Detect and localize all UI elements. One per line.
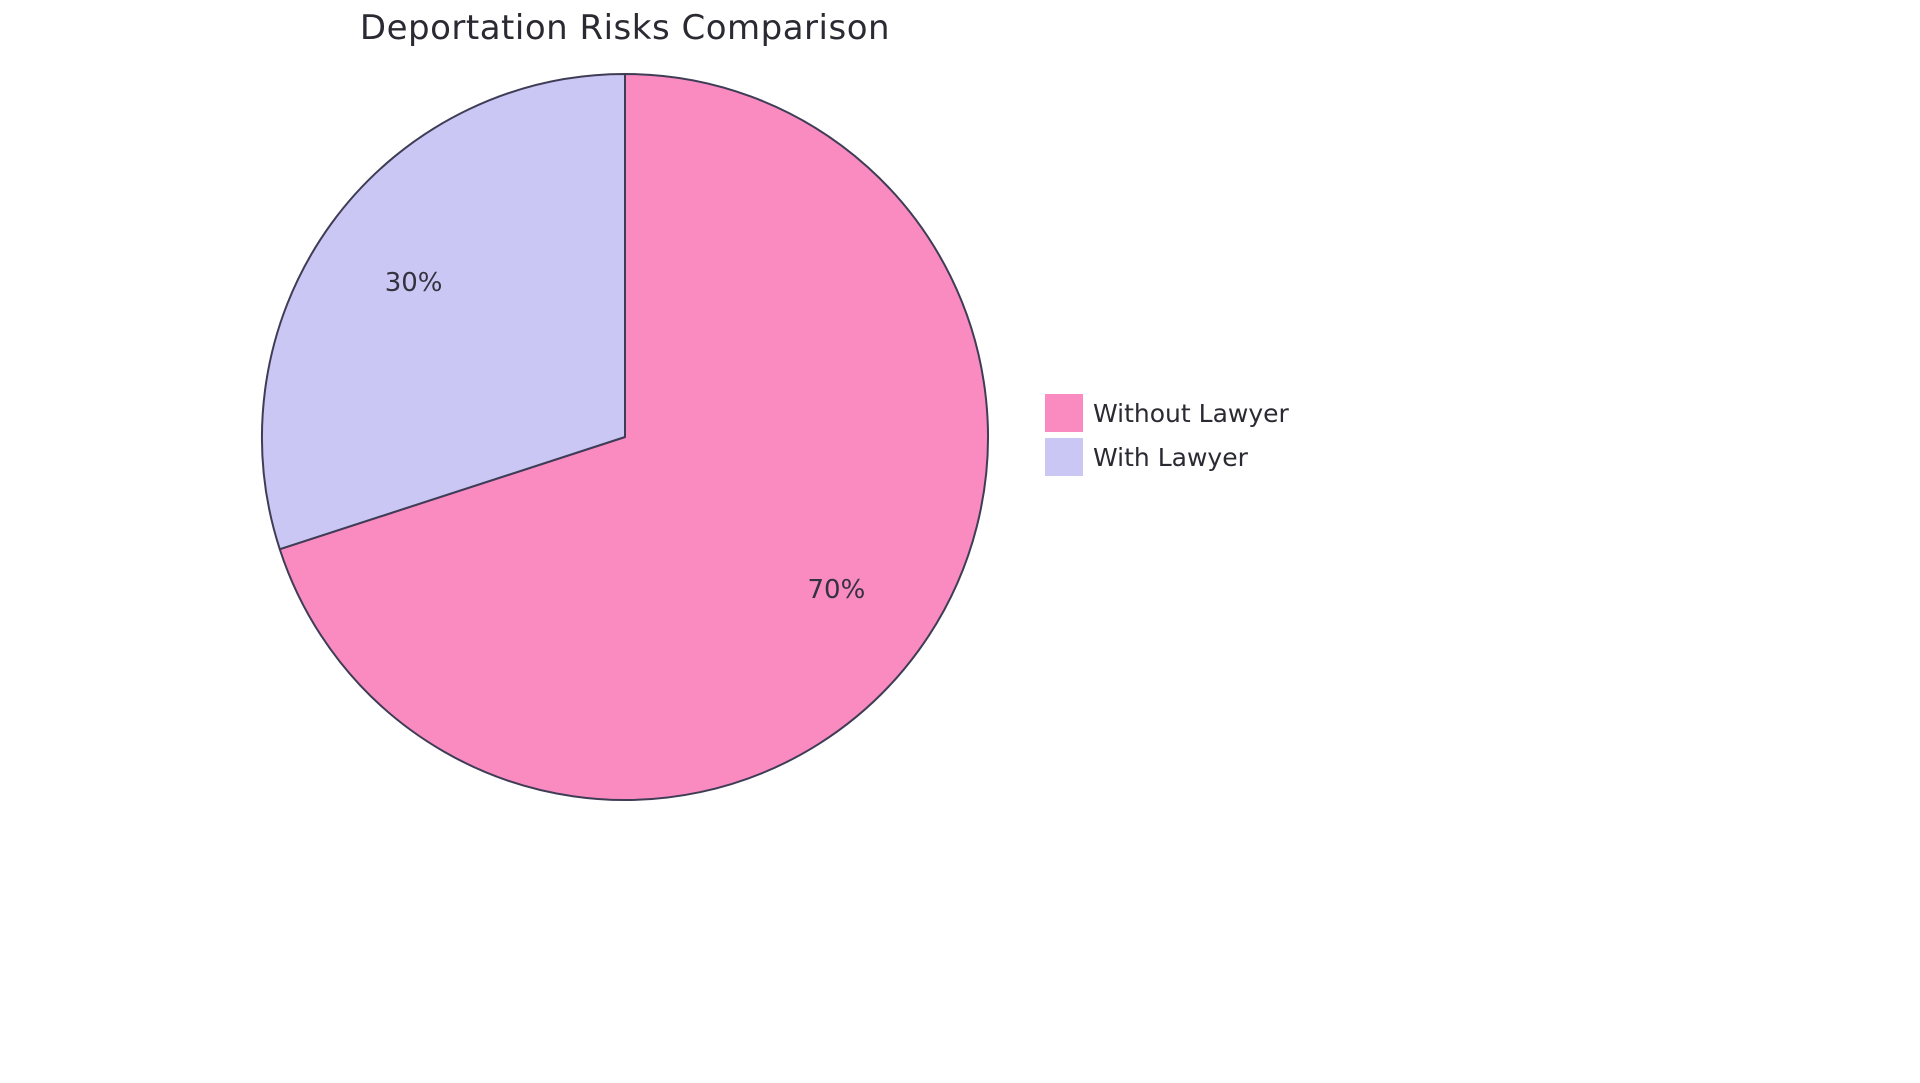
legend-label: Without Lawyer: [1093, 398, 1289, 428]
legend-item: With Lawyer: [1045, 438, 1289, 476]
legend-swatch: [1045, 438, 1083, 476]
chart-title: Deportation Risks Comparison: [359, 8, 891, 48]
legend-swatch: [1045, 394, 1083, 432]
pie-slice-without-lawyer: [278, 73, 990, 801]
legend-item: Without Lawyer: [1045, 394, 1289, 432]
pie-slice-with-lawyer: [261, 73, 626, 551]
legend-label: With Lawyer: [1093, 442, 1248, 472]
legend: Without Lawyer With Lawyer: [1045, 394, 1289, 476]
slice-percentage-label: 70%: [808, 575, 866, 605]
slice-percentage-label: 30%: [385, 268, 443, 298]
